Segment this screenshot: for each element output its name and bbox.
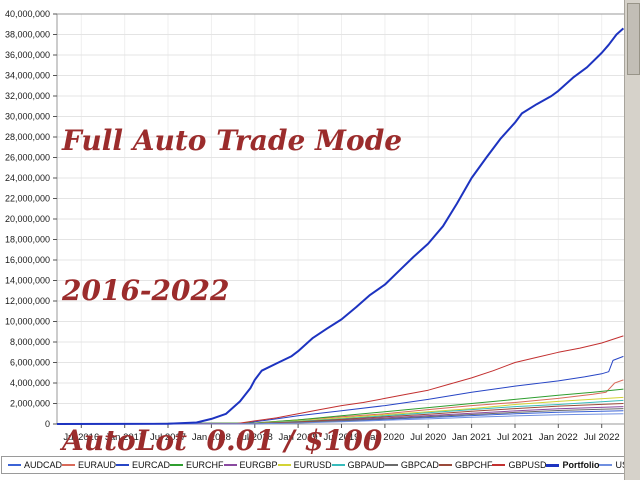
y-axis-label: 8,000,000: [10, 337, 50, 347]
y-axis-label: 30,000,000: [5, 112, 50, 122]
legend-label-EURCAD: EURCAD: [132, 460, 171, 470]
legend-item-EURCAD: EURCAD: [116, 460, 170, 470]
x-axis-label: Jan 2019: [279, 432, 318, 443]
legend-label-GBPAUD: GBPAUD: [347, 460, 385, 470]
legend-marker-USDCHF: [599, 464, 613, 466]
x-axis-label: Jul 2018: [237, 432, 273, 443]
scrollbar-thumb[interactable]: [627, 3, 640, 75]
series-line-Portfolio: [56, 27, 625, 425]
y-axis-label: 0: [45, 419, 50, 429]
chart-legend: AUDCAD EURAUD EURCAD EURCHF EURGBP EURUSD GBPA…: [1, 456, 640, 474]
legend-marker-GBPUSD: [492, 464, 506, 466]
y-axis-label: 32,000,000: [5, 91, 50, 101]
equity-chart: 0 2,000,000 4,000,000 6,000,000 8,000,000 10,…: [1, 9, 640, 474]
legend-marker-EURGBP: [223, 464, 237, 466]
x-axis-label: Jan 2018: [192, 432, 231, 443]
legend-marker-GBPCHF: [438, 464, 452, 466]
y-axis-label: 28,000,000: [5, 132, 50, 142]
legend-label-EURCHF: EURCHF: [186, 460, 224, 470]
x-axis-label: Jul 2017: [150, 432, 186, 443]
y-axis-label: 18,000,000: [5, 235, 50, 245]
series-line-EURCAD: [56, 355, 624, 425]
y-axis-label: 36,000,000: [5, 50, 50, 60]
legend-label-GBPCHF: GBPCHF: [454, 460, 493, 470]
legend-label-EURGBP: EURGBP: [239, 460, 278, 470]
x-axis-label: Jan 2021: [452, 432, 491, 443]
legend-marker-Portfolio: [546, 463, 560, 467]
legend-label-EURUSD: EURUSD: [293, 460, 332, 470]
legend-label-GBPUSD: GBPUSD: [508, 460, 547, 470]
y-axis-label: 14,000,000: [5, 276, 50, 286]
legend-item-GBPAUD: GBPAUD: [331, 460, 385, 470]
legend-item-GBPCHF: GBPCHF: [438, 460, 493, 470]
legend-marker-AUDCAD: [8, 464, 21, 466]
legend-marker-EURCAD: [116, 464, 130, 466]
y-axis-label: 24,000,000: [5, 173, 50, 183]
y-axis-label: 12,000,000: [5, 296, 50, 306]
legend-label-AUDCAD: AUDCAD: [24, 460, 63, 470]
legend-label-GBPCAD: GBPCAD: [400, 460, 439, 470]
legend-item-GBPCAD: GBPCAD: [384, 460, 439, 470]
y-axis-label: 6,000,000: [10, 358, 50, 368]
x-axis-label: Jul 2022: [584, 432, 620, 443]
y-axis-label: 40,000,000: [5, 9, 50, 19]
y-axis-label: 16,000,000: [5, 255, 50, 265]
legend-item-AUDCAD: AUDCAD: [8, 460, 62, 470]
legend-item-GBPUSD: GBPUSD: [492, 460, 546, 470]
legend-item-Portfolio: Portfolio: [546, 460, 599, 470]
legend-item-EURAUD: EURAUD: [62, 460, 116, 470]
legend-item-EURGBP: EURGBP: [223, 460, 278, 470]
x-axis-label: Jul 2019: [324, 432, 360, 443]
series-line-GBPUSD: [56, 335, 624, 425]
y-axis-label: 10,000,000: [5, 317, 50, 327]
x-axis-label: Jan 2022: [539, 432, 578, 443]
series-line-GBPCHF: [56, 403, 624, 425]
legend-item-EURCHF: EURCHF: [170, 460, 224, 470]
equity-chart-canvas: 0 2,000,000 4,000,000 6,000,000 8,000,000 10,…: [4, 9, 627, 443]
vertical-scrollbar[interactable]: [624, 0, 640, 480]
legend-marker-EURUSD: [277, 464, 291, 466]
series-line-EURCHF: [56, 388, 624, 425]
legend-marker-EURCHF: [170, 464, 184, 466]
y-axis-label: 34,000,000: [5, 71, 50, 81]
legend-marker-GBPCAD: [384, 464, 398, 466]
legend-label-Portfolio: Portfolio: [562, 460, 600, 470]
y-axis-label: 26,000,000: [5, 153, 50, 163]
y-axis-label: 38,000,000: [5, 30, 50, 40]
legend-label-EURAUD: EURAUD: [78, 460, 117, 470]
y-axis-label: 2,000,000: [10, 399, 50, 409]
x-axis-label: Jul 2021: [497, 432, 533, 443]
legend-marker-GBPAUD: [331, 464, 345, 466]
x-axis-label: Jul 2020: [410, 432, 446, 443]
y-axis-label: 22,000,000: [5, 194, 50, 204]
x-axis-label: Jan 2020: [365, 432, 404, 443]
legend-item-EURUSD: EURUSD: [277, 460, 332, 470]
legend-marker-EURAUD: [62, 464, 76, 466]
y-axis-label: 4,000,000: [10, 378, 50, 388]
y-axis-label: 20,000,000: [5, 214, 50, 224]
x-axis-label: Jan 2017: [105, 432, 144, 443]
series-line-USDCHF: [56, 413, 624, 425]
x-axis-label: Jul 2016: [63, 432, 99, 443]
